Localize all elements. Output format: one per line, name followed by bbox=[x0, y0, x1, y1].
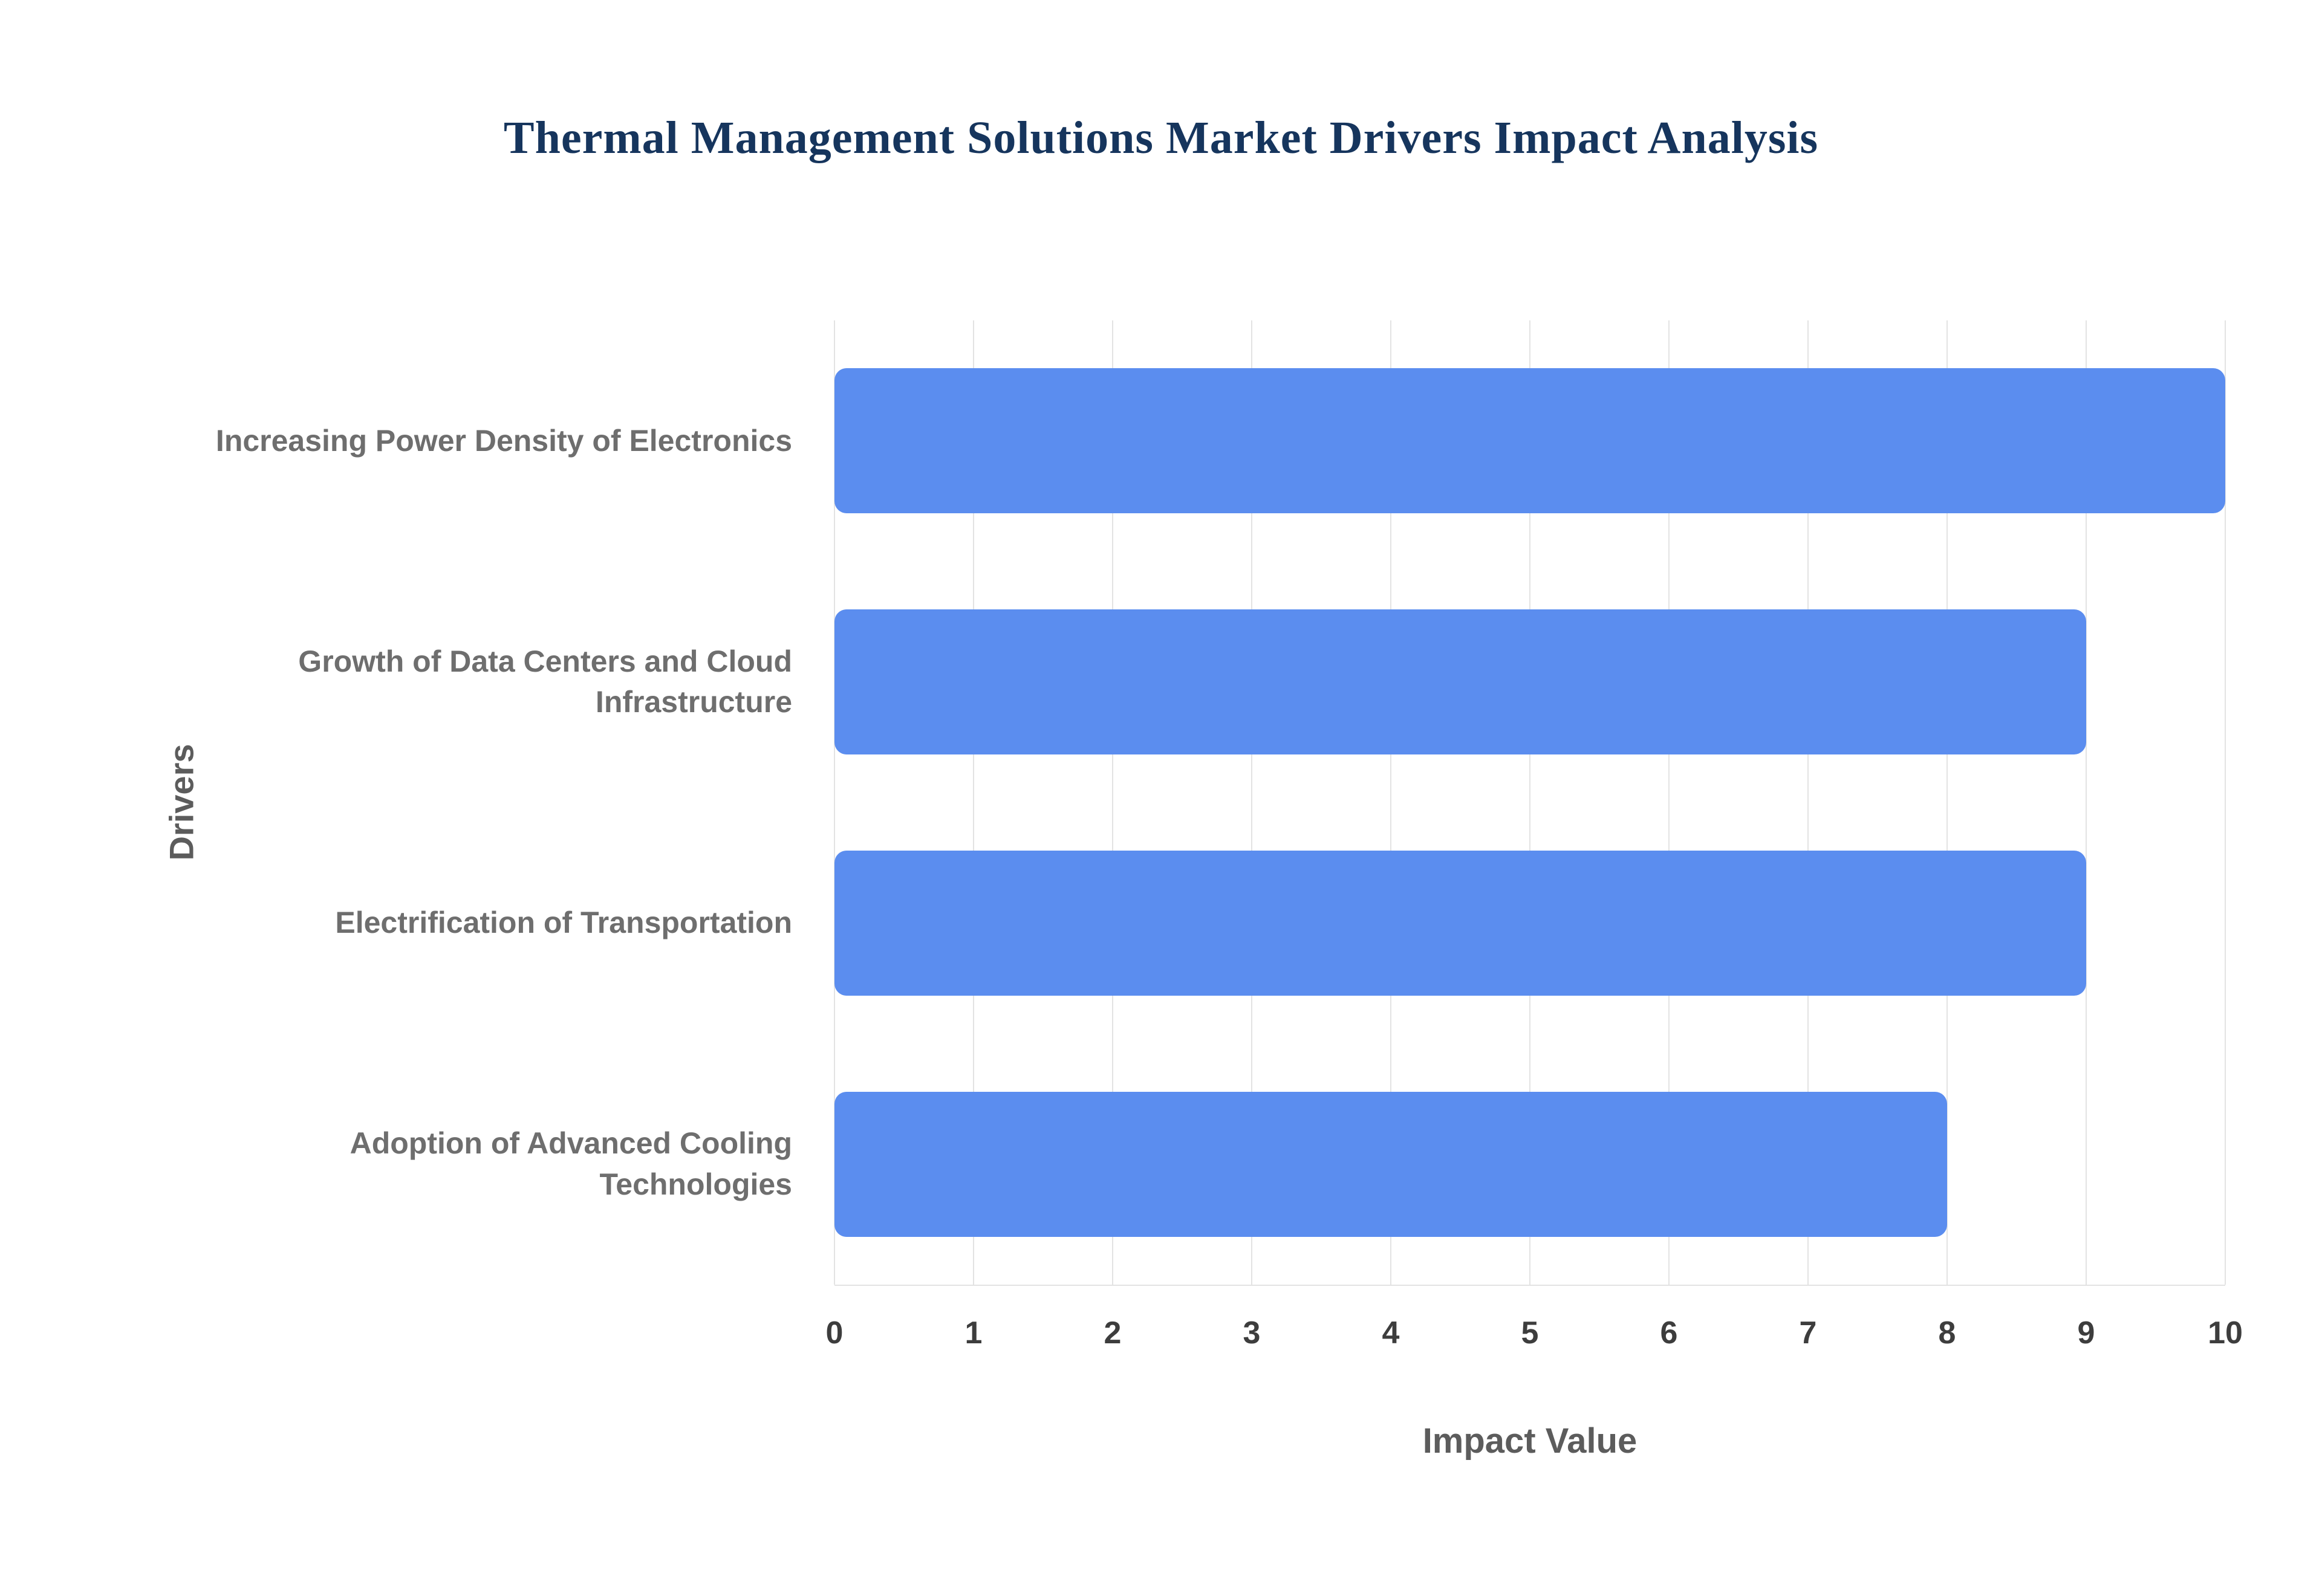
bar-row bbox=[834, 562, 2225, 803]
bar-row bbox=[834, 320, 2225, 562]
x-tick-label: 7 bbox=[1799, 1315, 1817, 1351]
x-tick-label: 9 bbox=[2077, 1315, 2095, 1351]
x-axis-tick-labels: 0 1 2 3 4 5 6 7 8 9 10 bbox=[826, 1315, 2243, 1363]
chart-title: Thermal Management Solutions Market Driv… bbox=[503, 112, 1819, 163]
bar bbox=[834, 368, 2225, 514]
gridline bbox=[1251, 320, 1252, 1285]
bar-row bbox=[834, 803, 2225, 1044]
gridline bbox=[1529, 320, 1530, 1285]
gridline bbox=[973, 320, 974, 1285]
x-tick-label: 1 bbox=[964, 1315, 983, 1351]
bar bbox=[834, 609, 2086, 755]
category-label: Electrification of Transportation bbox=[335, 906, 792, 940]
x-tick-label: 0 bbox=[825, 1315, 844, 1351]
plot-area bbox=[834, 320, 2226, 1286]
x-tick-label: 8 bbox=[1938, 1315, 1956, 1351]
x-tick-label: 2 bbox=[1104, 1315, 1122, 1351]
x-axis-title: Impact Value bbox=[1422, 1421, 1637, 1461]
bar bbox=[834, 1091, 1947, 1237]
gridline bbox=[834, 320, 835, 1285]
gridline bbox=[2086, 320, 2087, 1285]
category-label: Increasing Power Density of Electronics bbox=[215, 423, 792, 458]
gridline bbox=[1112, 320, 1113, 1285]
category-label: Adoption of Advanced Cooling Technologie… bbox=[350, 1126, 792, 1201]
gridline bbox=[1390, 320, 1391, 1285]
x-tick-label: 3 bbox=[1243, 1315, 1261, 1351]
gridline bbox=[1946, 320, 1948, 1285]
gridline bbox=[2225, 320, 2226, 1285]
bar bbox=[834, 850, 2086, 996]
x-tick-label: 4 bbox=[1382, 1315, 1400, 1351]
y-axis-tick-labels: Increasing Power Density of Electronics G… bbox=[151, 320, 792, 1285]
category-label: Growth of Data Centers and Cloud Infrast… bbox=[298, 644, 792, 719]
x-tick-label: 10 bbox=[2208, 1315, 2243, 1351]
x-tick-label: 6 bbox=[1660, 1315, 1678, 1351]
gridline bbox=[1668, 320, 1670, 1285]
x-tick-label: 5 bbox=[1521, 1315, 1539, 1351]
bar-row bbox=[834, 1043, 2225, 1285]
gridline bbox=[1807, 320, 1809, 1285]
